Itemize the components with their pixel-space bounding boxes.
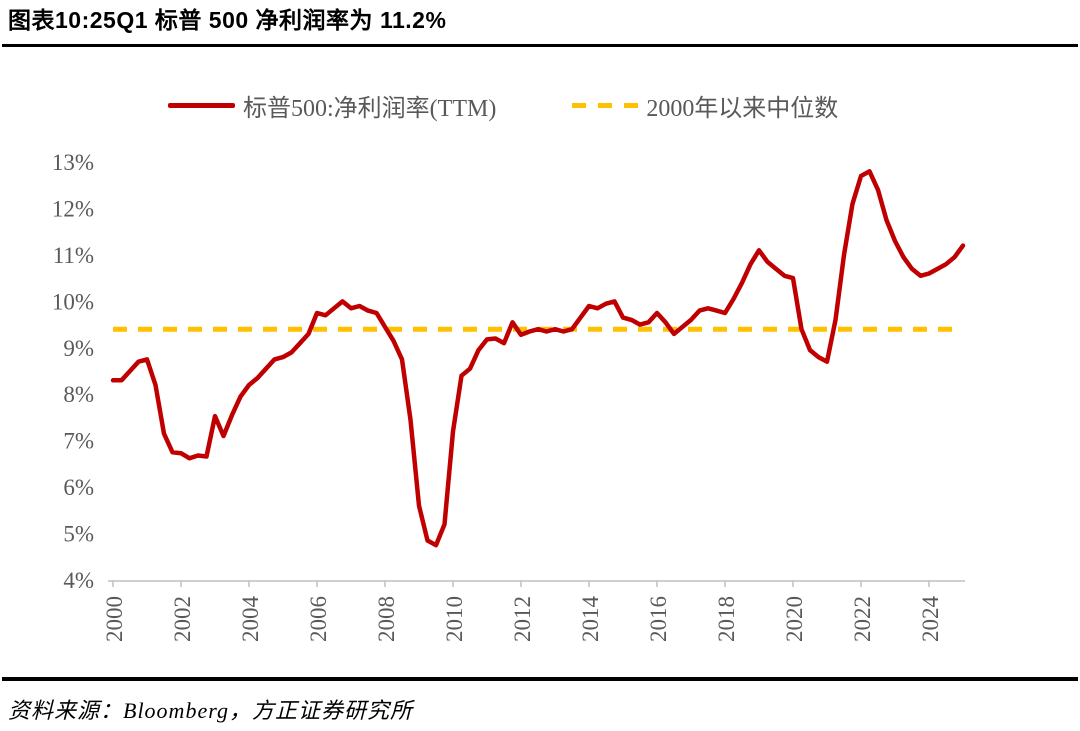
median-legend-label: 2000年以来中位数 [646, 95, 839, 122]
chart-title: 图表10:25Q1 标普 500 净利润率为 11.2% [8, 7, 447, 33]
x-tick-label: 2000 [102, 596, 127, 642]
y-tick-label: 13% [52, 150, 94, 175]
median-line-swatch [572, 102, 639, 108]
y-tick-label: 7% [63, 429, 94, 454]
series-legend-label: 标普500:净利润率(TTM) [243, 95, 497, 122]
y-tick-label: 9% [63, 336, 94, 361]
x-tick-label: 2018 [714, 596, 739, 642]
x-tick-label: 2016 [646, 596, 671, 642]
x-tick-label: 2006 [306, 596, 331, 642]
source-footer: 资料来源：Bloomberg，方正证券研究所 [2, 677, 1078, 725]
series-line-swatch [168, 102, 235, 108]
x-tick-label: 2002 [170, 596, 195, 642]
y-tick-label: 10% [52, 289, 94, 314]
source-text: 资料来源：Bloomberg，方正证券研究所 [8, 698, 413, 723]
chart-legend: 标普500:净利润率(TTM) 2000年以来中位数 [168, 91, 838, 122]
x-tick-label: 2012 [510, 596, 535, 642]
y-tick-label: 6% [63, 475, 94, 500]
y-tick-label: 5% [63, 522, 94, 547]
x-tick-label: 2008 [374, 596, 399, 642]
x-tick-label: 2014 [578, 596, 603, 643]
net-margin-line [110, 169, 966, 548]
x-tick-label: 2010 [442, 596, 467, 642]
x-tick-label: 2004 [238, 596, 263, 643]
y-tick-label: 8% [63, 382, 94, 407]
x-tick-label: 2024 [918, 596, 943, 643]
chart-title-bar: 图表10:25Q1 标普 500 净利润率为 11.2% [2, 0, 1078, 47]
y-tick-label: 11% [53, 243, 94, 268]
y-tick-label: 4% [63, 568, 94, 593]
x-tick-label: 2022 [850, 596, 875, 642]
y-tick-label: 12% [52, 196, 94, 221]
x-tick-label: 2020 [782, 596, 807, 642]
